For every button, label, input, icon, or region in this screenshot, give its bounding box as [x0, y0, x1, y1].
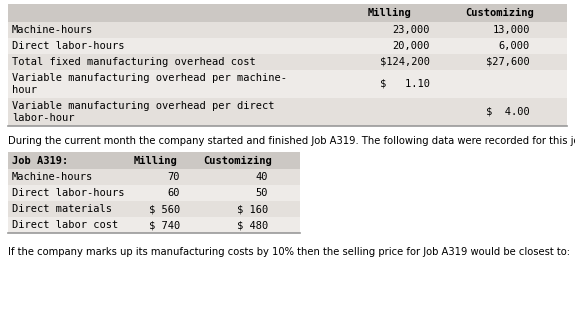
Bar	[8, 22, 567, 38]
Text: 23,000: 23,000	[393, 25, 430, 35]
Text: If the company marks up its manufacturing costs by 10% then the selling price fo: If the company marks up its manufacturin…	[8, 247, 570, 257]
Text: $ 740: $ 740	[149, 220, 180, 230]
Bar	[8, 4, 567, 22]
Text: 70: 70	[167, 172, 180, 182]
Bar	[8, 54, 567, 70]
Text: $124,200: $124,200	[380, 57, 430, 67]
Bar	[8, 185, 300, 201]
Text: Direct labor cost: Direct labor cost	[12, 220, 118, 230]
Text: Milling: Milling	[133, 155, 177, 166]
Text: $27,600: $27,600	[486, 57, 530, 67]
Text: Machine-hours: Machine-hours	[12, 172, 93, 182]
Bar	[8, 38, 567, 54]
Text: Total fixed manufacturing overhead cost: Total fixed manufacturing overhead cost	[12, 57, 256, 67]
Text: 60: 60	[167, 188, 180, 198]
Text: Variable manufacturing overhead per direct
labor-hour: Variable manufacturing overhead per dire…	[12, 101, 274, 123]
Text: Machine-hours: Machine-hours	[12, 25, 93, 35]
Text: Customizing: Customizing	[466, 8, 534, 18]
Text: 13,000: 13,000	[493, 25, 530, 35]
Text: Customizing: Customizing	[204, 155, 273, 166]
Text: $ 560: $ 560	[149, 204, 180, 214]
Text: 20,000: 20,000	[393, 41, 430, 51]
Bar	[8, 201, 300, 217]
Bar	[8, 70, 567, 98]
Text: Job A319:: Job A319:	[12, 155, 68, 166]
Text: Direct materials: Direct materials	[12, 204, 112, 214]
Bar	[8, 169, 300, 185]
Text: During the current month the company started and finished Job A319. The followin: During the current month the company sta…	[8, 136, 575, 146]
Bar	[8, 98, 567, 126]
Text: $ 480: $ 480	[237, 220, 268, 230]
Text: $ 160: $ 160	[237, 204, 268, 214]
Text: $  4.00: $ 4.00	[486, 107, 530, 117]
Text: $   1.10: $ 1.10	[380, 79, 430, 89]
Text: Variable manufacturing overhead per machine-
hour: Variable manufacturing overhead per mach…	[12, 73, 287, 95]
Text: 6,000: 6,000	[499, 41, 530, 51]
Text: Direct labor-hours: Direct labor-hours	[12, 188, 125, 198]
Text: 50: 50	[255, 188, 268, 198]
Bar	[8, 152, 300, 169]
Text: 40: 40	[255, 172, 268, 182]
Bar	[8, 217, 300, 233]
Text: Milling: Milling	[368, 8, 412, 18]
Text: Direct labor-hours: Direct labor-hours	[12, 41, 125, 51]
